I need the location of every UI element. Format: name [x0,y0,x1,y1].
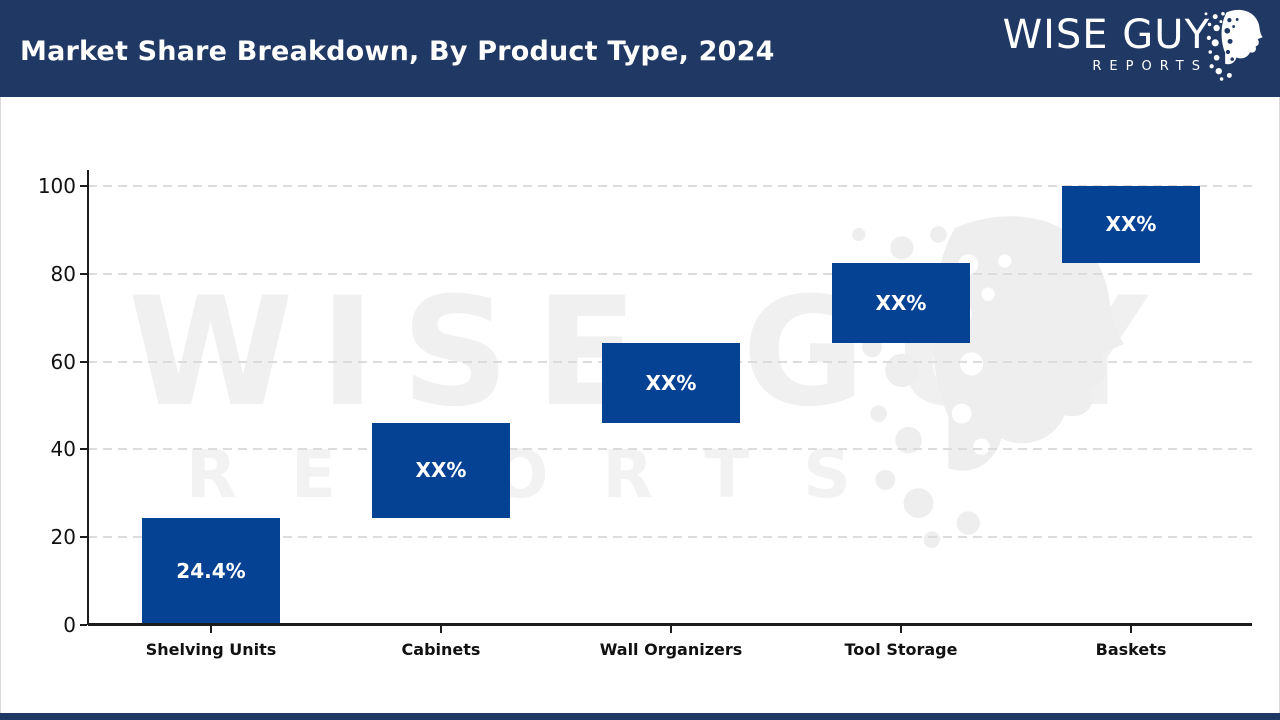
y-axis [87,170,89,625]
y-tick-label: 80 [50,261,76,286]
y-tick-mark [80,624,87,626]
x-tick-mark [440,626,442,633]
y-tick-label: 60 [50,349,76,374]
x-tick-label: Shelving Units [145,640,277,659]
footer-bar [0,713,1280,720]
y-tick-label: 0 [63,613,76,637]
y-tick-label: 40 [50,437,76,462]
bar-value-label: 24.4% [176,559,246,584]
x-tick-label: Tool Storage [844,640,958,659]
page-title: Market Share Breakdown, By Product Type,… [20,36,775,67]
gridline [88,448,1252,451]
bar-tool-storage: XX% [832,262,970,344]
y-tick-mark [80,272,87,275]
bar-value-label: XX% [645,371,697,396]
x-tick-mark [1130,626,1132,633]
gridline [88,536,1252,539]
y-tick-mark [80,448,87,451]
x-axis [88,623,1252,626]
header-banner: Market Share Breakdown, By Product Type,… [0,0,1280,97]
bar-baskets: XX% [1062,186,1200,263]
y-tick-mark [80,185,87,187]
x-tick-mark [210,626,212,633]
y-tick-label: 100 [37,174,76,198]
bar-value-label: XX% [415,458,467,483]
bar-value-label: XX% [875,290,927,315]
logo-subtext: REPORTS [1092,59,1208,74]
x-tick-mark [670,626,672,633]
y-tick-mark [80,536,87,539]
gridline [88,272,1252,275]
y-tick-mark [80,360,87,363]
x-tick-label: Baskets [1095,640,1167,659]
x-tick-mark [900,626,902,633]
bar-wall-organizers: XX% [602,343,740,424]
bar-shelving-units: 24.4% [142,517,280,625]
x-tick-label: Cabinets [401,640,481,659]
logo-wordmark: WISE GUY [1002,12,1210,58]
bar-cabinets: XX% [372,423,510,518]
wise-guy-logo: WISE GUY REPORTS [1003,13,1210,75]
gridline [88,185,1252,187]
x-tick-label: Wall Organizers [599,640,743,659]
logo-head-icon [1204,9,1263,81]
y-tick-label: 20 [50,525,76,550]
bar-value-label: XX% [1105,212,1157,237]
